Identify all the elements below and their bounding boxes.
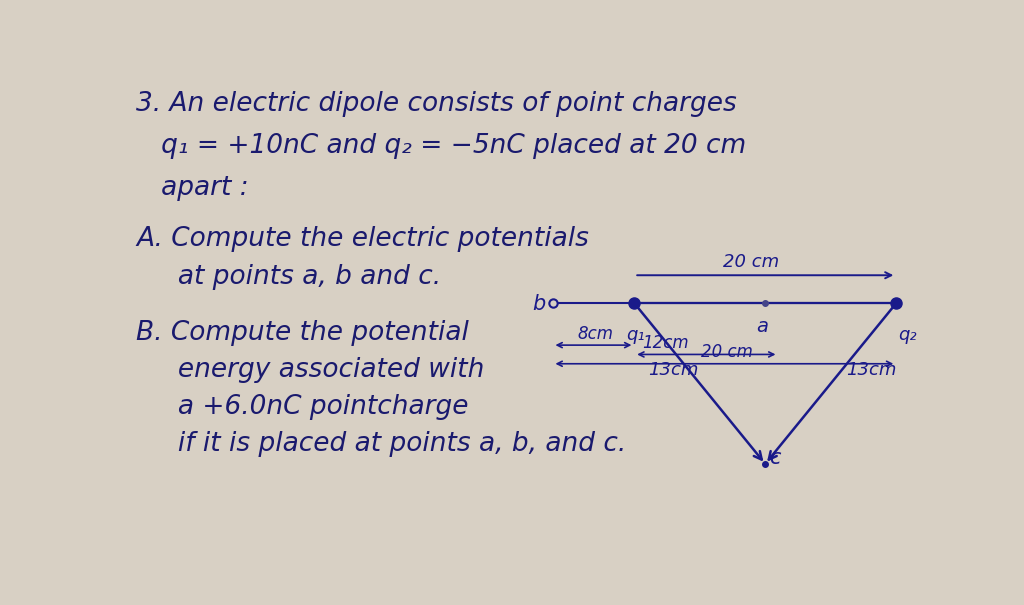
Text: if it is placed at points a, b, and c.: if it is placed at points a, b, and c. [136,431,627,457]
Text: at points a, b and c.: at points a, b and c. [136,264,441,290]
Text: b: b [532,294,546,314]
Text: 13cm: 13cm [846,361,897,379]
Text: q₁ = +10nC and q₂ = −5nC placed at 20 cm: q₁ = +10nC and q₂ = −5nC placed at 20 cm [136,133,746,159]
Text: 20 cm: 20 cm [700,344,753,361]
Text: q₂: q₂ [898,327,916,344]
Text: a: a [757,317,769,336]
Text: energy associated with: energy associated with [136,357,484,383]
Text: 13cm: 13cm [648,361,698,379]
Text: 8cm: 8cm [578,325,613,343]
Text: 20 cm: 20 cm [723,252,779,270]
Text: apart :: apart : [136,175,249,201]
Text: c: c [769,448,780,468]
Text: a +6.0nC pointcharge: a +6.0nC pointcharge [136,394,468,420]
Text: 12cm: 12cm [642,334,689,352]
Text: B. Compute the potential: B. Compute the potential [136,319,469,345]
Text: q₁: q₁ [627,327,645,344]
Text: A. Compute the electric potentials: A. Compute the electric potentials [136,226,589,252]
Text: 3. An electric dipole consists of point charges: 3. An electric dipole consists of point … [136,91,736,117]
